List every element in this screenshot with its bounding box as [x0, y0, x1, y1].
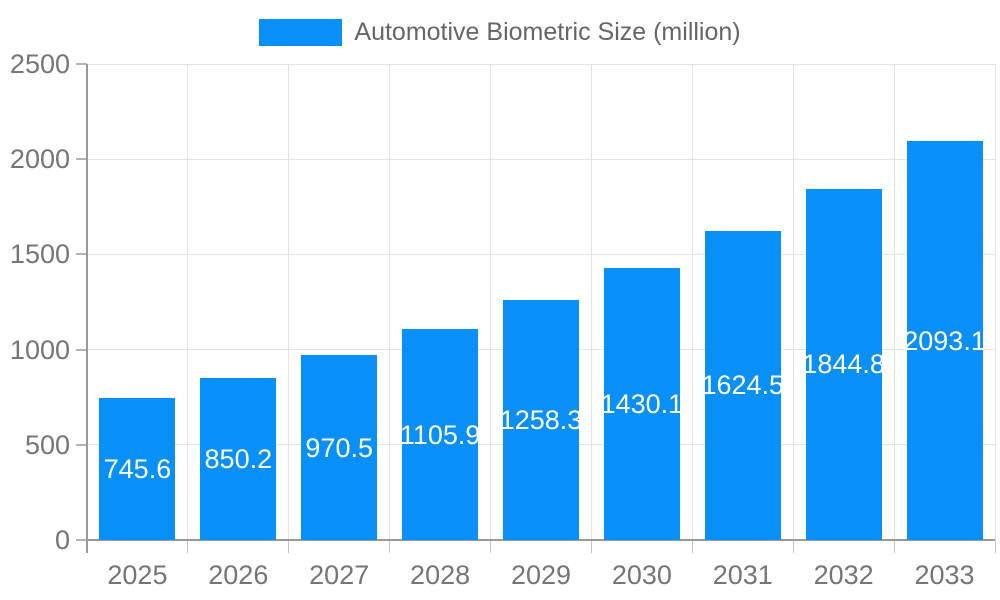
- y-tick-mark: [76, 348, 87, 351]
- bar-value-label: 745.6: [103, 454, 172, 485]
- bar-value-label: 1844.8: [802, 349, 885, 380]
- bar-2029[interactable]: [503, 300, 579, 540]
- x-tick-label: 2025: [107, 560, 168, 590]
- y-axis-line: [86, 64, 88, 553]
- gridline-h: [87, 158, 995, 160]
- bar-value-label: 850.2: [204, 444, 273, 475]
- bar-value-label: 1105.9: [399, 419, 481, 450]
- gridline-v: [792, 64, 794, 540]
- x-tick-label: 2029: [510, 560, 572, 590]
- y-tick-mark: [76, 63, 87, 65]
- y-tick-mark: [76, 443, 87, 446]
- gridline-v: [590, 64, 592, 540]
- bar-2031[interactable]: [704, 230, 781, 540]
- bar-2028[interactable]: [402, 329, 479, 540]
- x-tick-label: 2028: [410, 560, 471, 590]
- bar-2033[interactable]: [906, 141, 983, 540]
- bar-value-label: 2093.1: [903, 325, 986, 356]
- bar-value-label: 970.5: [305, 432, 373, 463]
- bar-value-label: 1430.1: [600, 388, 684, 419]
- gridline-v: [691, 64, 693, 540]
- gridline-h: [87, 253, 995, 255]
- x-tick-mark: [691, 540, 693, 553]
- bar-2030[interactable]: [603, 267, 680, 540]
- x-tick-label: 2030: [611, 560, 672, 590]
- y-tick-label: 1500: [9, 239, 70, 270]
- x-tick-mark: [288, 540, 290, 553]
- y-tick-mark: [76, 539, 87, 541]
- gridline-h: [87, 63, 995, 65]
- x-tick-mark: [389, 540, 391, 553]
- gridline-v: [994, 64, 996, 540]
- legend-label: Automotive Biometric Size (million): [354, 18, 741, 46]
- x-axis-line: [86, 539, 995, 541]
- x-tick-mark: [187, 540, 189, 553]
- x-tick-mark: [893, 540, 895, 553]
- y-tick-label: 1000: [9, 334, 70, 365]
- bar-2026[interactable]: [200, 378, 277, 540]
- gridline-v: [288, 64, 290, 540]
- gridline-v: [490, 64, 492, 540]
- x-tick-label: 2033: [914, 560, 975, 590]
- gridline-v: [389, 64, 391, 540]
- y-tick-label: 2000: [9, 144, 70, 175]
- x-tick-label: 2031: [712, 560, 773, 590]
- bar-value-label: 1624.5: [701, 370, 785, 401]
- bar-2027[interactable]: [301, 355, 378, 540]
- legend[interactable]: Automotive Biometric Size (million): [0, 18, 1000, 47]
- y-tick-mark: [76, 253, 87, 256]
- x-tick-mark: [792, 540, 794, 553]
- x-tick-label: 2026: [208, 560, 269, 590]
- x-tick-label: 2032: [813, 560, 874, 590]
- y-tick-label: 0: [54, 525, 70, 555]
- bar-2025[interactable]: [99, 398, 176, 540]
- bar-2032[interactable]: [805, 188, 882, 540]
- y-tick-label: 2500: [9, 49, 70, 79]
- x-tick-mark: [994, 540, 996, 553]
- bar-value-label: 1258.3: [499, 405, 583, 436]
- gridline-v: [187, 64, 189, 540]
- x-tick-mark: [490, 540, 492, 553]
- x-tick-label: 2027: [309, 560, 370, 590]
- y-tick-mark: [76, 158, 87, 161]
- x-tick-mark: [590, 540, 592, 553]
- legend-swatch-icon: [259, 19, 343, 46]
- gridline-v: [893, 64, 895, 540]
- y-tick-label: 500: [24, 429, 70, 460]
